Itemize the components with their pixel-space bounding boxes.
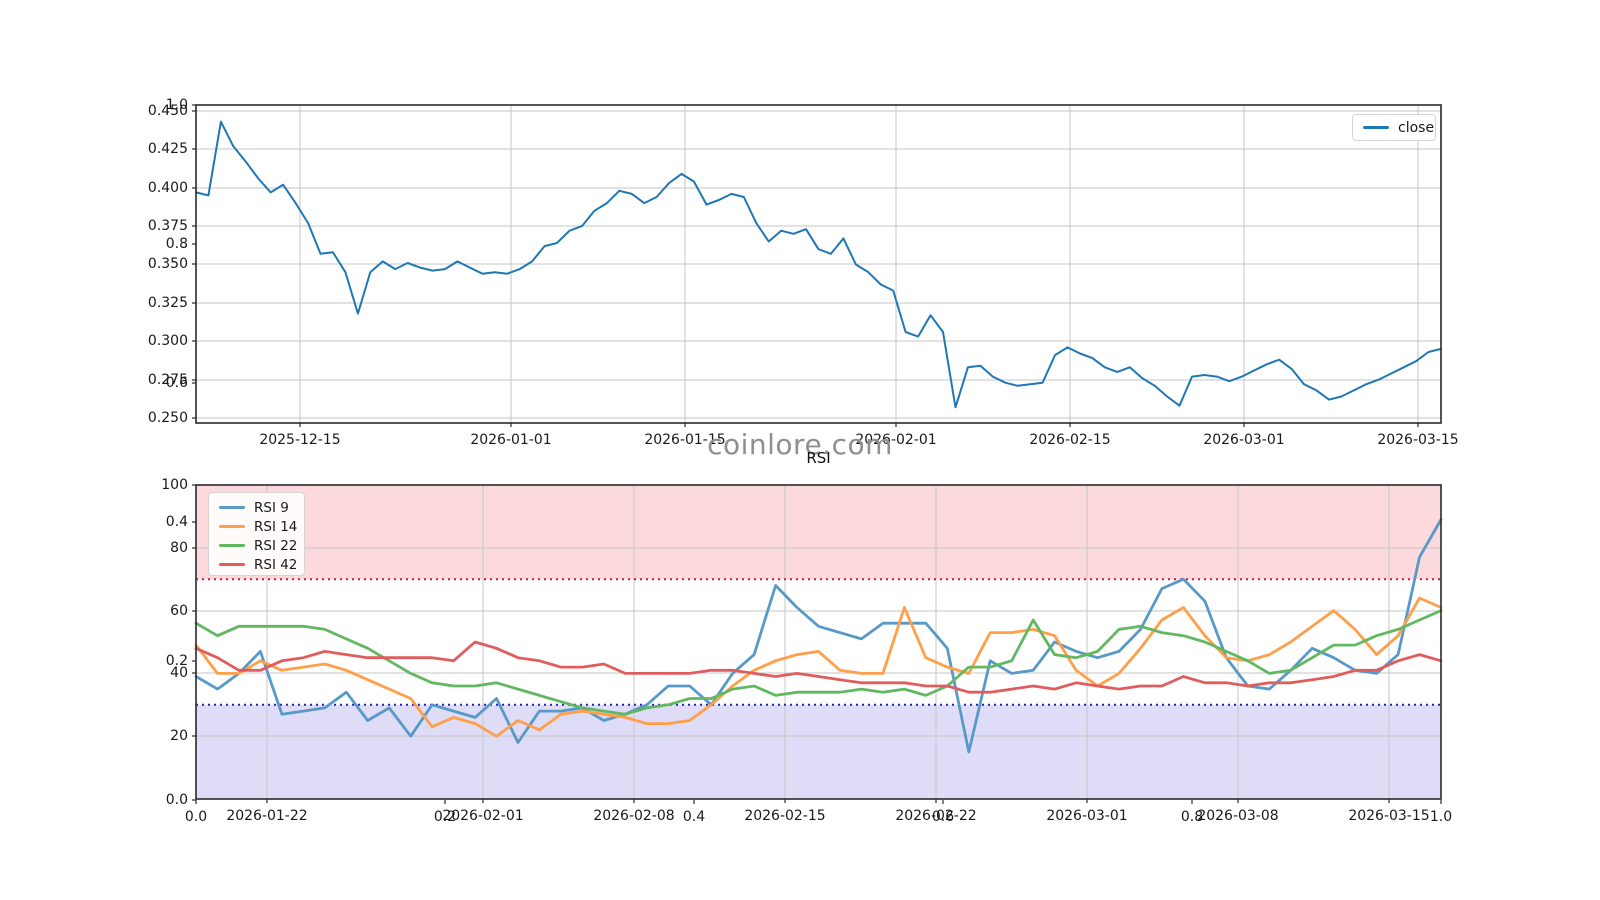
legend-label-rsi14: RSI 14 xyxy=(254,518,298,535)
series-line xyxy=(195,120,1442,409)
tick-label: 0.275 xyxy=(148,372,188,388)
tick-label: 2026-03-01 xyxy=(1046,808,1127,824)
threshold-band xyxy=(196,485,1441,580)
tick-label: 0.250 xyxy=(148,410,188,426)
legend-label-rsi9: RSI 9 xyxy=(254,499,289,516)
tick-label: 0.325 xyxy=(148,295,188,311)
rsi22-line-swatch xyxy=(219,544,245,547)
tick-label: 2026-01-15 xyxy=(644,432,725,448)
tick-label: 0.2 xyxy=(166,653,188,669)
series-line xyxy=(194,609,1443,716)
tick-label: 0.350 xyxy=(148,256,188,272)
rsi9-line-swatch xyxy=(219,506,245,509)
legend-label-rsi22: RSI 22 xyxy=(254,537,298,554)
tick-label: 2026-03-15 xyxy=(1377,432,1458,448)
tick-label: 20 xyxy=(170,728,188,744)
tick-label: 60 xyxy=(170,603,188,619)
tick-label: 2026-02-08 xyxy=(593,808,674,824)
tick-label: 0.450 xyxy=(148,103,188,119)
series-line xyxy=(194,640,1443,694)
tick-label: 0.2 xyxy=(434,809,456,825)
rsi14-line-swatch xyxy=(219,525,245,528)
tick-label: 100 xyxy=(161,477,188,493)
axes-frame xyxy=(195,484,1442,800)
tick-label: 2026-02-01 xyxy=(855,432,936,448)
tick-label: 0.4 xyxy=(683,809,705,825)
rsi42-line-swatch xyxy=(219,563,245,566)
threshold-band xyxy=(196,704,1441,799)
tick-label: 0.0 xyxy=(166,792,188,808)
tick-label: 2026-01-01 xyxy=(470,432,551,448)
tick-label: 0.300 xyxy=(148,333,188,349)
watermark: coinlore.com xyxy=(707,428,893,461)
rsi-chart-title: RSI xyxy=(806,449,831,467)
legend-label-rsi42: RSI 42 xyxy=(254,556,298,573)
legend-label-close: close xyxy=(1398,119,1435,136)
tick-label: 0.6 xyxy=(166,375,188,391)
tick-label: 2026-03-01 xyxy=(1203,432,1284,448)
tick-label: 0.8 xyxy=(166,236,188,252)
legend-item: RSI 22 xyxy=(219,536,304,555)
tick-label: 1.0 xyxy=(1430,809,1452,825)
price-legend: close xyxy=(1352,114,1436,141)
tick-label: 2026-02-15 xyxy=(1029,432,1110,448)
tick-label: 0.375 xyxy=(148,218,188,234)
close-line-swatch xyxy=(1363,126,1389,129)
tick-label: 2026-03-08 xyxy=(1197,808,1278,824)
tick-label: 0.4 xyxy=(166,514,188,530)
tick-label: 0.425 xyxy=(148,141,188,157)
legend-item: RSI 9 xyxy=(219,498,304,517)
tick-label: 2026-02-15 xyxy=(744,808,825,824)
rsi-legend: RSI 9 RSI 14 RSI 22 RSI 42 xyxy=(208,492,305,576)
tick-label: 40 xyxy=(170,665,188,681)
tick-label: 2026-02-01 xyxy=(442,808,523,824)
legend-item: RSI 42 xyxy=(219,555,304,574)
tick-label: 0.8 xyxy=(1181,809,1203,825)
tick-label: 1.0 xyxy=(166,97,188,113)
tick-label: 0.0 xyxy=(185,809,207,825)
series-line xyxy=(194,596,1443,738)
tick-label: 0.6 xyxy=(932,809,954,825)
tick-label: 0.400 xyxy=(148,180,188,196)
tick-label: 2026-01-22 xyxy=(226,808,307,824)
tick-label: 2025-12-15 xyxy=(259,432,340,448)
tick-label: 2026-02-22 xyxy=(895,808,976,824)
tick-label: 80 xyxy=(170,540,188,556)
tick-label: 2026-03-15 xyxy=(1348,808,1429,824)
series-line xyxy=(194,518,1443,754)
legend-item: RSI 14 xyxy=(219,517,304,536)
